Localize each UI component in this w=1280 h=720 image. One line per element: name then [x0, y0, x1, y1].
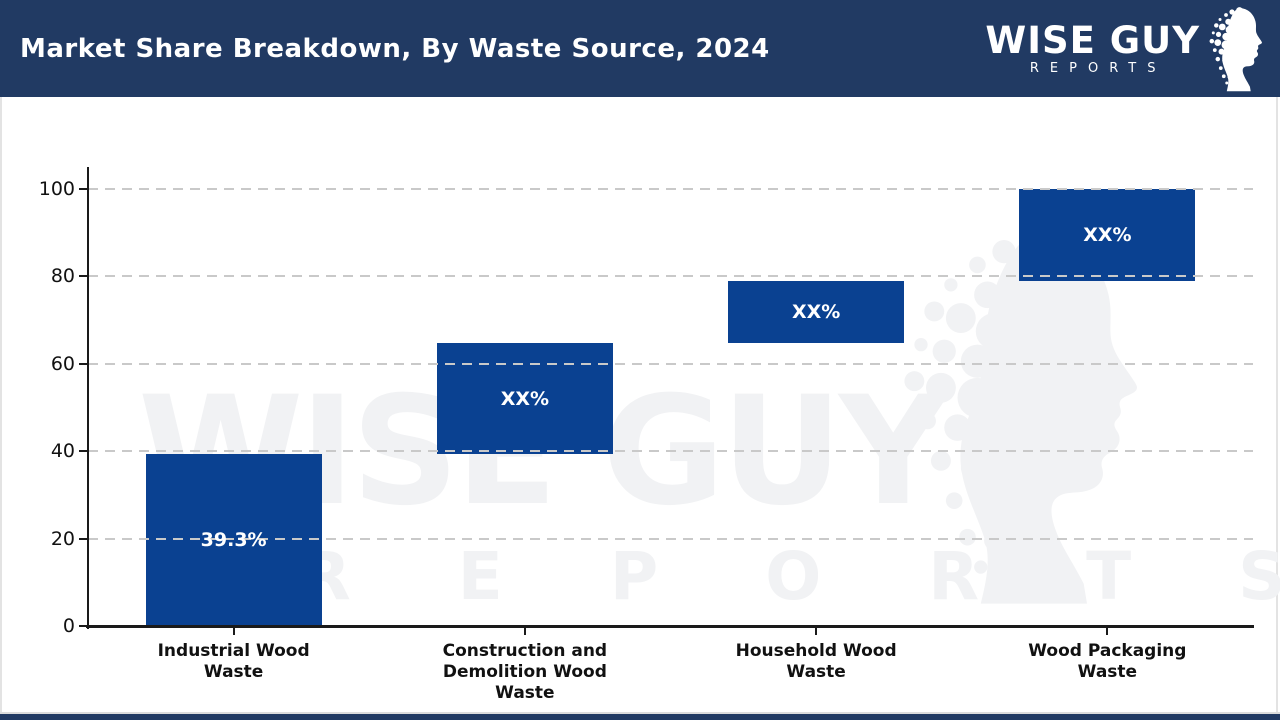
- wiseguy-logo: WISE GUY REPORTS: [985, 6, 1280, 92]
- logo-wordmark: WISE GUY: [985, 19, 1200, 62]
- footer-bar: [0, 714, 1280, 720]
- y-tick: [79, 275, 88, 278]
- gridline: [88, 450, 1253, 453]
- right-border: [1276, 97, 1278, 713]
- header: Market Share Breakdown, By Waste Source,…: [0, 0, 1280, 97]
- left-border: [0, 97, 2, 713]
- watermark-subtitle: R E P O R T S: [300, 538, 1280, 615]
- page-title: Market Share Breakdown, By Waste Source,…: [20, 33, 770, 64]
- gridline: [88, 537, 1253, 540]
- bar-value-label: 39.3%: [200, 529, 267, 552]
- logo-text: WISE GUY REPORTS: [985, 19, 1200, 77]
- x-category-label: Construction and Demolition Wood Waste: [442, 641, 608, 703]
- y-tick-label: 100: [38, 178, 75, 200]
- bar-construction-and-demolition-wood-waste: [436, 343, 613, 455]
- y-tick: [79, 537, 88, 540]
- wiseguy-head-icon: [1194, 6, 1270, 92]
- x-category-label: Wood Packaging Waste: [1028, 641, 1187, 682]
- bar-value-label: XX%: [791, 301, 841, 324]
- y-tick: [79, 188, 88, 190]
- y-tick: [79, 362, 88, 365]
- gridline: [88, 275, 1253, 278]
- y-tick: [79, 625, 88, 627]
- y-tick-label: 60: [50, 352, 75, 375]
- x-tick: [523, 627, 526, 635]
- x-tick: [815, 627, 818, 635]
- x-category-label: Household Wood Waste: [735, 641, 897, 682]
- y-tick-label: 40: [50, 440, 75, 463]
- y-axis: [87, 167, 89, 629]
- y-tick-label: 0: [62, 615, 75, 637]
- bar-value-label: XX%: [500, 387, 550, 410]
- bar-value-label: XX%: [1083, 224, 1132, 247]
- x-axis: [86, 625, 1254, 628]
- bar-household-wood-waste: [728, 281, 905, 344]
- watermark-head-icon: [838, 225, 1170, 607]
- x-tick: [232, 627, 235, 635]
- x-category-label: Industrial Wood Waste: [157, 641, 310, 682]
- y-tick-label: 80: [50, 265, 75, 288]
- bottom-border: [0, 712, 1280, 715]
- waterfall-chart: WISE GUY R E P O R T S 02040608010039.3%…: [0, 97, 1280, 712]
- bar-wood-packaging-waste: [1019, 189, 1196, 282]
- gridline: [88, 362, 1253, 365]
- logo-subtitle: REPORTS: [1029, 61, 1167, 76]
- y-tick-label: 20: [50, 527, 75, 550]
- x-tick: [1106, 627, 1109, 635]
- y-tick: [79, 450, 88, 453]
- bar-industrial-wood-waste: [145, 454, 322, 626]
- gridline: [88, 188, 1253, 190]
